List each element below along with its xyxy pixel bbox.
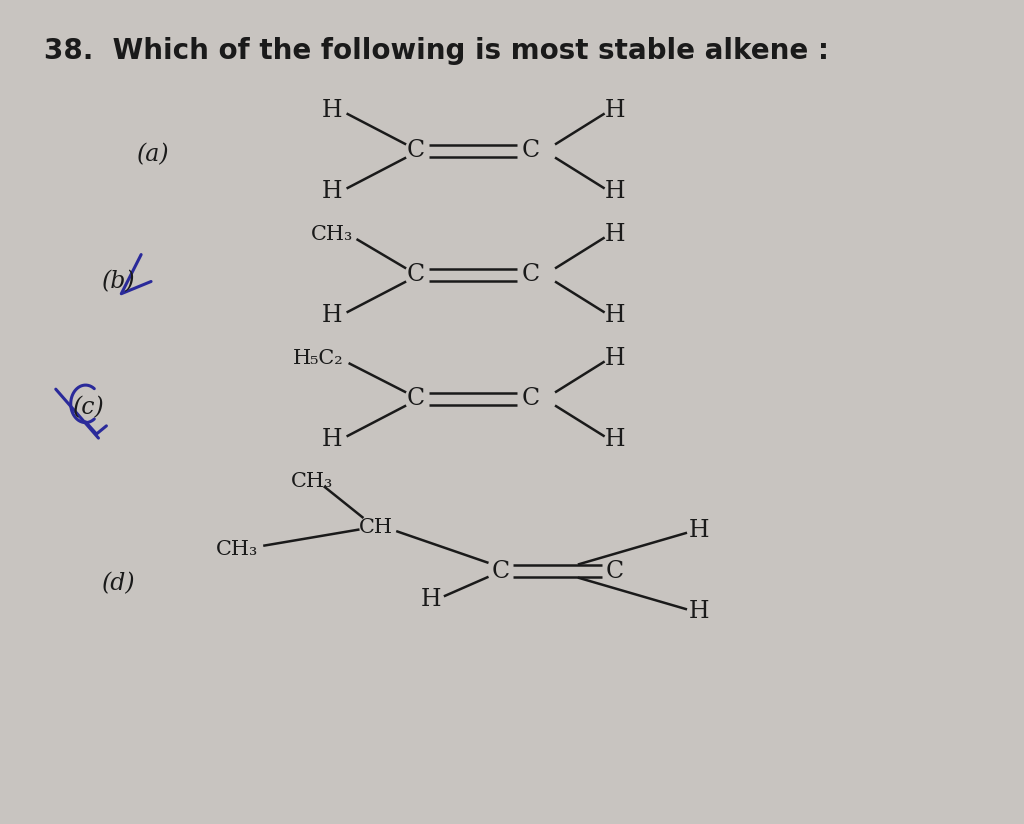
Text: H: H — [604, 304, 625, 327]
Text: H: H — [604, 99, 625, 122]
Text: C: C — [521, 264, 540, 287]
Text: (b): (b) — [101, 270, 135, 293]
Text: C: C — [407, 387, 425, 410]
Text: C: C — [605, 559, 624, 583]
Text: (a): (a) — [137, 143, 169, 166]
Text: H: H — [689, 519, 710, 541]
Text: (d): (d) — [101, 572, 135, 595]
Text: CH₃: CH₃ — [216, 540, 258, 559]
Text: H: H — [322, 99, 342, 122]
Text: CH: CH — [359, 518, 393, 537]
Text: H: H — [604, 222, 625, 246]
Text: H₅C₂: H₅C₂ — [293, 349, 343, 368]
Text: C: C — [521, 139, 540, 162]
Text: H: H — [604, 428, 625, 452]
Text: H: H — [322, 180, 342, 204]
Text: H: H — [421, 588, 441, 611]
Text: C: C — [492, 559, 510, 583]
Text: CH₃: CH₃ — [310, 225, 353, 244]
Text: H: H — [322, 428, 342, 452]
Text: H: H — [689, 601, 710, 623]
Text: C: C — [407, 264, 425, 287]
Text: CH₃: CH₃ — [291, 472, 333, 491]
Text: 38.  Which of the following is most stable alkene :: 38. Which of the following is most stabl… — [44, 37, 828, 65]
Text: C: C — [407, 139, 425, 162]
Text: H: H — [322, 304, 342, 327]
Text: H: H — [604, 180, 625, 204]
Text: H: H — [604, 347, 625, 370]
Text: (c): (c) — [73, 396, 104, 419]
Text: C: C — [521, 387, 540, 410]
